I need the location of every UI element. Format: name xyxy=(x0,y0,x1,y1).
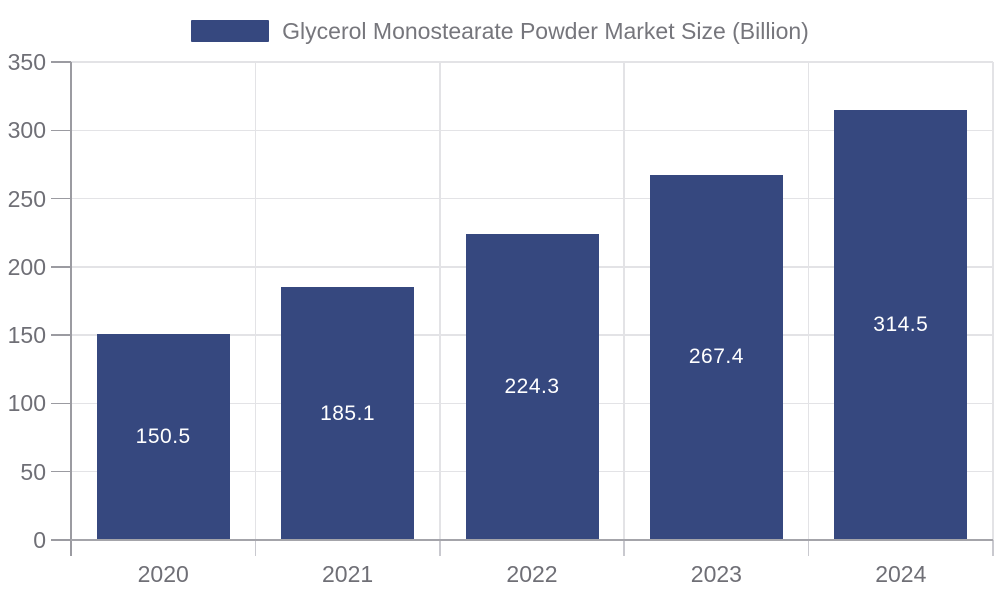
y-axis-tick xyxy=(51,266,71,268)
y-axis-tick xyxy=(51,129,71,132)
x-tick-label-2022: 2022 xyxy=(506,561,558,587)
legend[interactable]: Glycerol Monostearate Powder Market Size… xyxy=(0,17,1000,45)
x-gridline xyxy=(807,62,810,540)
x-tick-label-2023: 2023 xyxy=(690,561,742,587)
bar-2021[interactable]: 185.1 xyxy=(281,287,415,540)
x-tick-label-2024: 2024 xyxy=(875,561,927,587)
y-axis-tick xyxy=(51,539,71,541)
y-axis-tick xyxy=(51,334,71,336)
bar-value-label: 267.4 xyxy=(688,345,744,369)
bar-2020[interactable]: 150.5 xyxy=(96,334,230,540)
bar-value-label: 314.5 xyxy=(873,313,929,337)
y-tick-label: 300 xyxy=(7,117,46,144)
y-axis-tick xyxy=(51,470,71,473)
y-tick-label: 50 xyxy=(20,458,46,485)
x-axis-line xyxy=(71,539,993,541)
bar-value-label: 150.5 xyxy=(135,425,191,449)
y-gridline xyxy=(71,197,993,200)
x-axis-tick xyxy=(254,540,257,556)
y-gridline xyxy=(71,61,993,63)
y-tick-label: 100 xyxy=(7,390,46,417)
x-gridline xyxy=(439,62,441,540)
y-axis-tick xyxy=(51,61,71,63)
x-axis-tick xyxy=(623,540,625,556)
bar-2023[interactable]: 267.4 xyxy=(649,174,783,540)
x-axis-tick xyxy=(439,540,441,556)
y-gridline xyxy=(71,129,993,132)
bar-2024[interactable]: 314.5 xyxy=(834,110,968,540)
y-tick-label: 0 xyxy=(33,527,46,553)
x-gridline xyxy=(992,62,994,540)
bar-2022[interactable]: 224.3 xyxy=(465,233,599,540)
legend-label: Glycerol Monostearate Powder Market Size… xyxy=(282,18,809,44)
y-tick-label: 250 xyxy=(7,185,46,212)
x-axis-tick xyxy=(807,540,810,556)
bar-value-label: 224.3 xyxy=(504,374,560,398)
x-tick-label-2021: 2021 xyxy=(322,561,374,587)
x-gridline xyxy=(623,62,625,540)
x-gridline xyxy=(254,62,257,540)
legend-swatch xyxy=(191,20,270,42)
y-axis-line xyxy=(70,62,72,556)
y-tick-label: 200 xyxy=(7,253,46,280)
y-tick-label: 350 xyxy=(7,49,46,75)
y-tick-label: 150 xyxy=(7,322,46,349)
x-tick-label-2020: 2020 xyxy=(137,561,189,587)
y-axis-tick xyxy=(51,197,71,200)
y-axis-tick xyxy=(51,402,71,405)
x-axis-tick xyxy=(992,540,994,556)
bar-value-label: 185.1 xyxy=(320,401,376,425)
